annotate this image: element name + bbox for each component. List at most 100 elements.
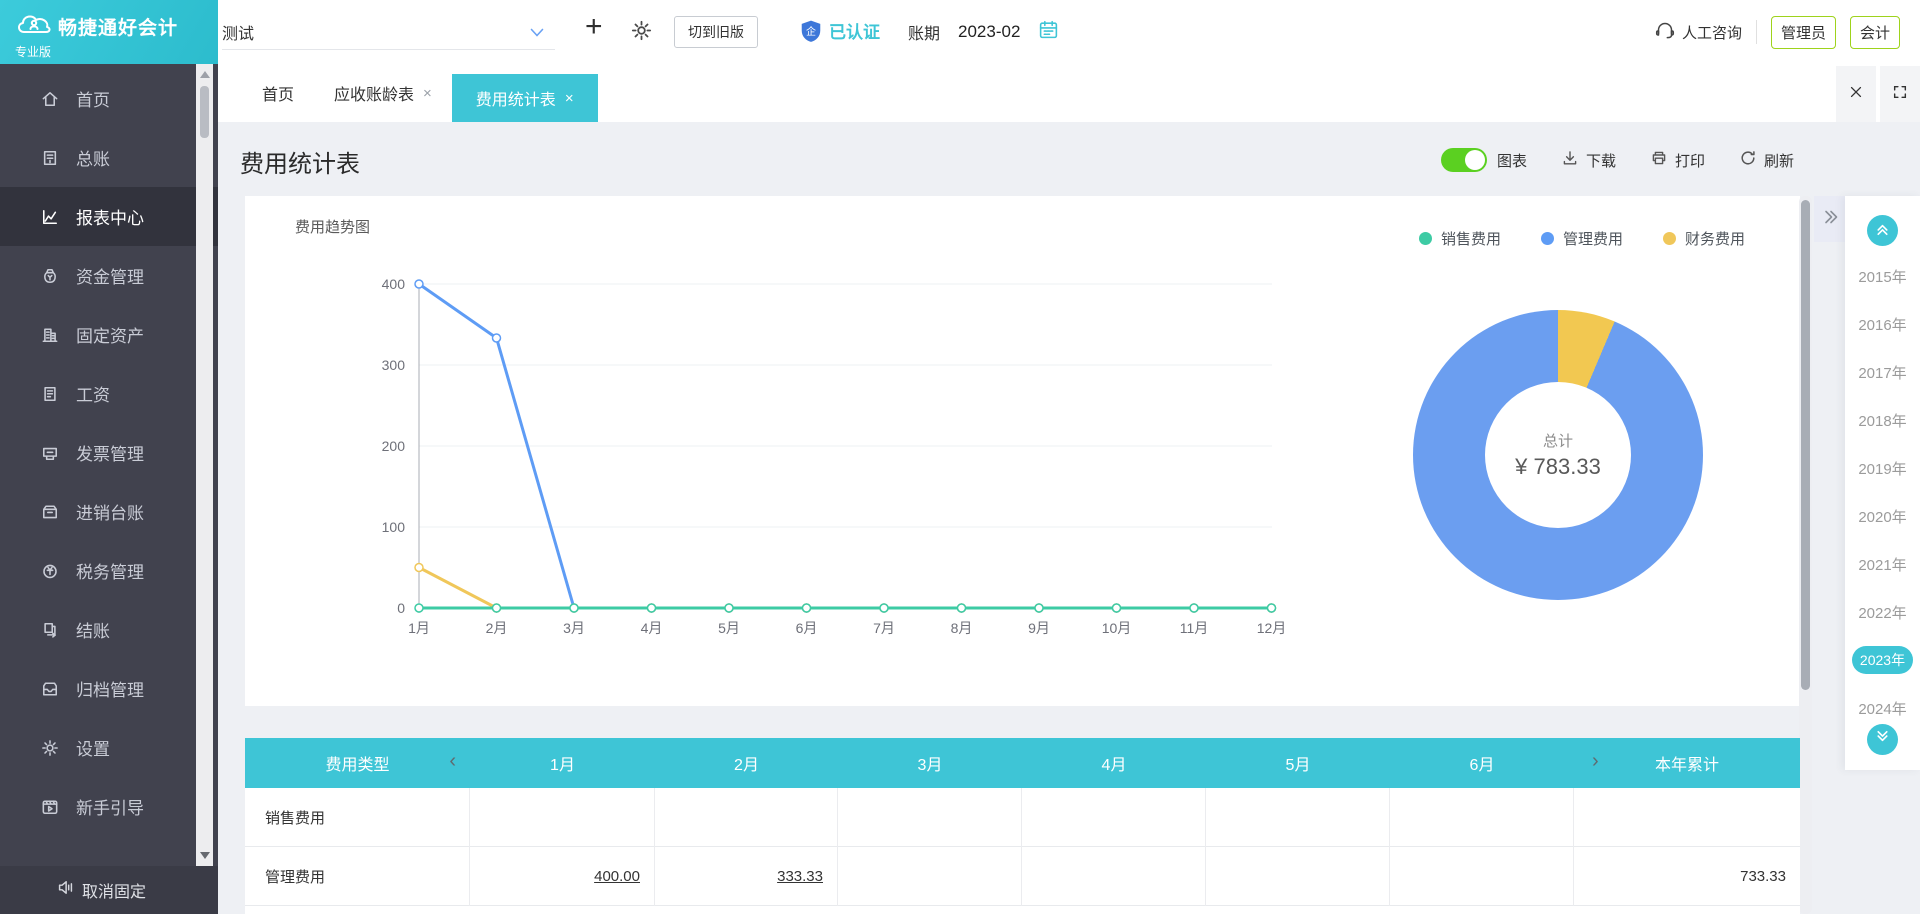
refresh-button[interactable]: 刷新 bbox=[1739, 149, 1794, 171]
refresh-icon bbox=[1739, 149, 1757, 171]
cell-value-link[interactable]: 400.00 bbox=[470, 847, 655, 906]
certified-badge[interactable]: 企 已认证 bbox=[800, 18, 880, 43]
tab-0[interactable]: 首页 bbox=[242, 64, 314, 122]
svg-text:5月: 5月 bbox=[718, 620, 740, 636]
year-item-2018[interactable]: 2018年 bbox=[1858, 412, 1907, 430]
year-item-2020[interactable]: 2020年 bbox=[1858, 508, 1907, 526]
column-label: 费用类型 bbox=[325, 757, 390, 774]
fullscreen-button[interactable] bbox=[1880, 66, 1920, 122]
sidebar-item-label: 首页 bbox=[76, 91, 110, 110]
double-chevron-up-icon bbox=[1874, 220, 1891, 242]
expense-trend-line-chart: 1月 2月 3月 4月 5月 6月 7月 8月 9月 10月 11月 12月 0 100 200 300 400 bbox=[382, 276, 1287, 636]
sidebar-item-label: 设置 bbox=[76, 740, 110, 759]
cell-value-link[interactable]: 333.33 bbox=[655, 847, 838, 906]
content-scroll-thumb[interactable] bbox=[1801, 200, 1810, 690]
year-item-2021[interactable]: 2021年 bbox=[1858, 556, 1907, 574]
top-right-actions: 人工咨询 管理员 会计 bbox=[1655, 0, 1900, 64]
year-item-2024[interactable]: 2024年 bbox=[1858, 700, 1907, 718]
sidebar-item-invoice[interactable]: 发票管理 bbox=[0, 423, 218, 482]
print-button[interactable]: 打印 bbox=[1650, 149, 1705, 171]
tab-1[interactable]: 应收账龄表 × bbox=[314, 64, 452, 122]
scroll-up-icon[interactable] bbox=[200, 71, 210, 78]
tab-close-icon[interactable]: × bbox=[564, 89, 574, 107]
calendar-icon[interactable] bbox=[1038, 19, 1059, 45]
collapse-year-panel-button[interactable] bbox=[1814, 196, 1847, 242]
fullscreen-icon bbox=[1892, 84, 1908, 105]
sidebar-item-tax[interactable]: 税务管理 bbox=[0, 541, 218, 600]
tab-2[interactable]: 费用统计表 × bbox=[451, 74, 598, 122]
sidebar-scroll-thumb[interactable] bbox=[200, 86, 209, 138]
years-scroll-down-button[interactable] bbox=[1867, 724, 1898, 755]
sidebar-item-inventory[interactable]: 进销台账 bbox=[0, 482, 218, 541]
close-tab-button[interactable] bbox=[1836, 66, 1876, 122]
sidebar-item-guide[interactable]: 新手引导 bbox=[0, 777, 218, 836]
brand-name: 畅捷通好会计 bbox=[58, 18, 179, 39]
sidebar-item-salary[interactable]: 工资 bbox=[0, 364, 218, 423]
year-item-2019[interactable]: 2019年 bbox=[1858, 460, 1907, 478]
cell-value: 733.33 bbox=[1740, 868, 1786, 885]
tab-label: 应收账龄表 bbox=[334, 87, 415, 104]
year-item-2023[interactable]: 2023年 bbox=[1845, 636, 1920, 684]
legend-label: 销售费用 bbox=[1440, 231, 1501, 248]
cell-value bbox=[1206, 788, 1390, 847]
sidebar-item-settings[interactable]: 设置 bbox=[0, 718, 218, 777]
year-item-2022[interactable]: 2022年 bbox=[1858, 604, 1907, 622]
svg-text:9月: 9月 bbox=[1028, 620, 1050, 636]
prev-months-button[interactable]: ‹ bbox=[449, 750, 456, 772]
unpin-sidebar-button[interactable]: 取消固定 bbox=[0, 866, 218, 914]
svg-text:10月: 10月 bbox=[1102, 620, 1132, 636]
sidebar-scrollbar[interactable] bbox=[196, 64, 213, 866]
settings-icon bbox=[40, 738, 60, 758]
column-label: 1月 bbox=[550, 757, 575, 774]
next-months-button[interactable]: › bbox=[1592, 750, 1599, 772]
scroll-down-icon[interactable] bbox=[200, 852, 210, 859]
legend-item[interactable]: 销售费用 bbox=[1418, 228, 1501, 249]
cell-value bbox=[470, 788, 655, 847]
year-item-2015[interactable]: 2015年 bbox=[1858, 268, 1907, 286]
svg-text:8月: 8月 bbox=[951, 620, 973, 636]
chart-panel: 费用趋势图 销售费用 管理费用 财务费用 1月 2月 3月 4月 5月 6月 7月 8月 9月 10月… bbox=[245, 196, 1800, 706]
gear-icon[interactable] bbox=[630, 19, 653, 47]
assets-icon bbox=[40, 325, 60, 345]
sidebar-item-general-ledger[interactable]: 总账 bbox=[0, 128, 218, 187]
workspace-select[interactable]: 测试 bbox=[222, 12, 555, 50]
year-item-2017[interactable]: 2017年 bbox=[1858, 364, 1907, 382]
sidebar-item-label: 归档管理 bbox=[76, 681, 144, 700]
download-button[interactable]: 下载 bbox=[1561, 149, 1616, 171]
year-panel: 2015年 2016年 2017年 2018年 2019年 2020年 2021年 2022年… bbox=[1845, 196, 1920, 770]
tab-bar: 首页 应收账龄表 × 费用统计表 × bbox=[218, 64, 1920, 122]
legend-item[interactable]: 财务费用 bbox=[1662, 228, 1745, 249]
role-badge-admin[interactable]: 管理员 bbox=[1770, 15, 1836, 49]
support-button[interactable]: 人工咨询 bbox=[1655, 20, 1742, 44]
unpin-icon bbox=[56, 878, 75, 902]
add-account-button[interactable]: + bbox=[585, 10, 603, 43]
switch-to-old-version-button[interactable]: 切到旧版 bbox=[674, 16, 758, 48]
table-header-4: 4月 bbox=[1022, 738, 1206, 788]
brand-edition: 专业版 bbox=[15, 45, 52, 59]
column-label: 4月 bbox=[1101, 757, 1127, 774]
role-badge-accountant[interactable]: 会计 bbox=[1849, 15, 1900, 49]
chart-toggle[interactable] bbox=[1440, 148, 1487, 172]
content-scrollbar[interactable] bbox=[1799, 196, 1812, 914]
years-scroll-up-button[interactable] bbox=[1867, 215, 1898, 246]
top-bar: 畅捷通好会计 专业版 测试 + 切到旧版 企 已认证 账期 20 bbox=[0, 0, 1920, 64]
expense-donut-chart: 总计 ¥ 783.33 bbox=[1413, 310, 1703, 600]
svg-text:11月: 11月 bbox=[1180, 620, 1209, 636]
sidebar-item-label: 进销台账 bbox=[76, 504, 144, 523]
sidebar-item-closing[interactable]: 结账 bbox=[0, 600, 218, 659]
invoice-icon bbox=[40, 443, 60, 463]
sidebar-item-fixed-assets[interactable]: 固定资产 bbox=[0, 305, 218, 364]
brand-logo: 畅捷通好会计 专业版 bbox=[0, 0, 218, 64]
sidebar-item-home[interactable]: 首页 bbox=[0, 69, 218, 128]
sidebar-item-funds[interactable]: 资金管理 bbox=[0, 246, 218, 305]
double-chevron-right-icon bbox=[1822, 208, 1840, 231]
period-value[interactable]: 2023-02 bbox=[958, 22, 1021, 41]
tab-close-icon[interactable]: × bbox=[423, 84, 432, 102]
accounting-period: 账期 2023-02 bbox=[908, 0, 1059, 64]
legend-item[interactable]: 管理费用 bbox=[1540, 228, 1623, 249]
sidebar-item-archive[interactable]: 归档管理 bbox=[0, 659, 218, 718]
inventory-icon bbox=[40, 502, 60, 522]
year-item-2016[interactable]: 2016年 bbox=[1858, 316, 1907, 334]
sidebar-item-report-center[interactable]: 报表中心 bbox=[0, 187, 218, 246]
line-chart-title: 费用趋势图 bbox=[295, 219, 371, 236]
